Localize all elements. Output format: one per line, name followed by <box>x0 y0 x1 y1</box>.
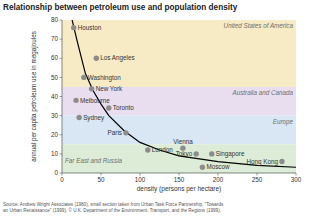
y-tick <box>60 153 63 154</box>
x-tick-label: 200 <box>213 176 224 183</box>
trend-curve <box>72 20 296 167</box>
y-tick-label: 0 <box>54 169 58 176</box>
y-tick-label: 50 <box>51 74 59 81</box>
y-tick <box>60 20 63 21</box>
source-note: Source: Andrew Wright Associates (1980),… <box>3 202 224 207</box>
city-point <box>81 75 86 80</box>
city-point <box>73 98 78 103</box>
city-label: Washington <box>88 74 122 82</box>
chart: Relationship between petroleum use and p… <box>0 0 315 223</box>
city-point <box>106 105 111 110</box>
y-tick <box>60 96 63 97</box>
x-axis-label: density (persons per hectare) <box>137 185 222 193</box>
city-point <box>200 165 205 170</box>
city-point <box>94 56 99 61</box>
y-tick-label: 70 <box>51 35 59 42</box>
y-tick-label: 30 <box>51 112 59 119</box>
y-tick <box>60 39 63 40</box>
region-band <box>62 20 296 87</box>
y-tick-label: 40 <box>51 93 59 100</box>
bands <box>62 20 296 173</box>
y-tick-label: 10 <box>51 150 59 157</box>
y-tick-label: 20 <box>51 131 59 138</box>
y-tick <box>60 134 63 135</box>
x-tick-label: 300 <box>291 176 302 183</box>
y-tick <box>60 58 63 59</box>
y-tick <box>60 115 63 116</box>
city-label: Vienna <box>173 138 193 145</box>
x-tick-label: 0 <box>60 176 64 183</box>
source-note: an Urban Renaissance" (1999). © U.K. Dep… <box>3 207 221 213</box>
city-label: New York <box>96 85 123 92</box>
band-label: Australia and Canada <box>231 89 293 96</box>
y-tick-label: 80 <box>51 16 59 23</box>
city-label: Tokyo <box>176 150 193 158</box>
city-label: Houston <box>78 24 102 31</box>
city-point <box>279 159 284 164</box>
x-tick-label: 50 <box>97 176 105 183</box>
city-label: Los Angeles <box>100 54 134 62</box>
city-label: Singapore <box>216 150 245 158</box>
y-tick-label: 60 <box>51 54 59 61</box>
city-point <box>209 151 214 156</box>
city-point <box>193 151 198 156</box>
city-label: Moscow <box>206 163 230 170</box>
plot-area <box>71 20 296 170</box>
x-tick-label: 150 <box>174 176 185 183</box>
city-point <box>71 25 76 30</box>
city-point <box>76 115 81 120</box>
band-label: Europe <box>273 118 294 126</box>
band-label: Far East and Russia <box>65 157 123 164</box>
y-tick <box>60 173 63 174</box>
y-axis-label: annual per capita petroleum use in megaj… <box>30 31 38 162</box>
city-label: Hong Kong <box>246 158 278 166</box>
x-tick-label: 250 <box>252 176 263 183</box>
band-label: United States of America <box>224 22 294 29</box>
city-point <box>123 130 128 135</box>
y-tick <box>60 77 63 78</box>
city-point <box>145 147 150 152</box>
title: Relationship between petroleum use and p… <box>3 3 238 12</box>
city-label: London <box>152 146 174 153</box>
x-tick-label: 100 <box>135 176 146 183</box>
city-label: Toronto <box>113 104 135 111</box>
city-label: Melbourne <box>80 97 110 104</box>
region-band <box>62 144 296 173</box>
city-point <box>89 86 94 91</box>
city-label: Paris <box>108 129 122 136</box>
city-label: Sydney <box>83 114 105 122</box>
